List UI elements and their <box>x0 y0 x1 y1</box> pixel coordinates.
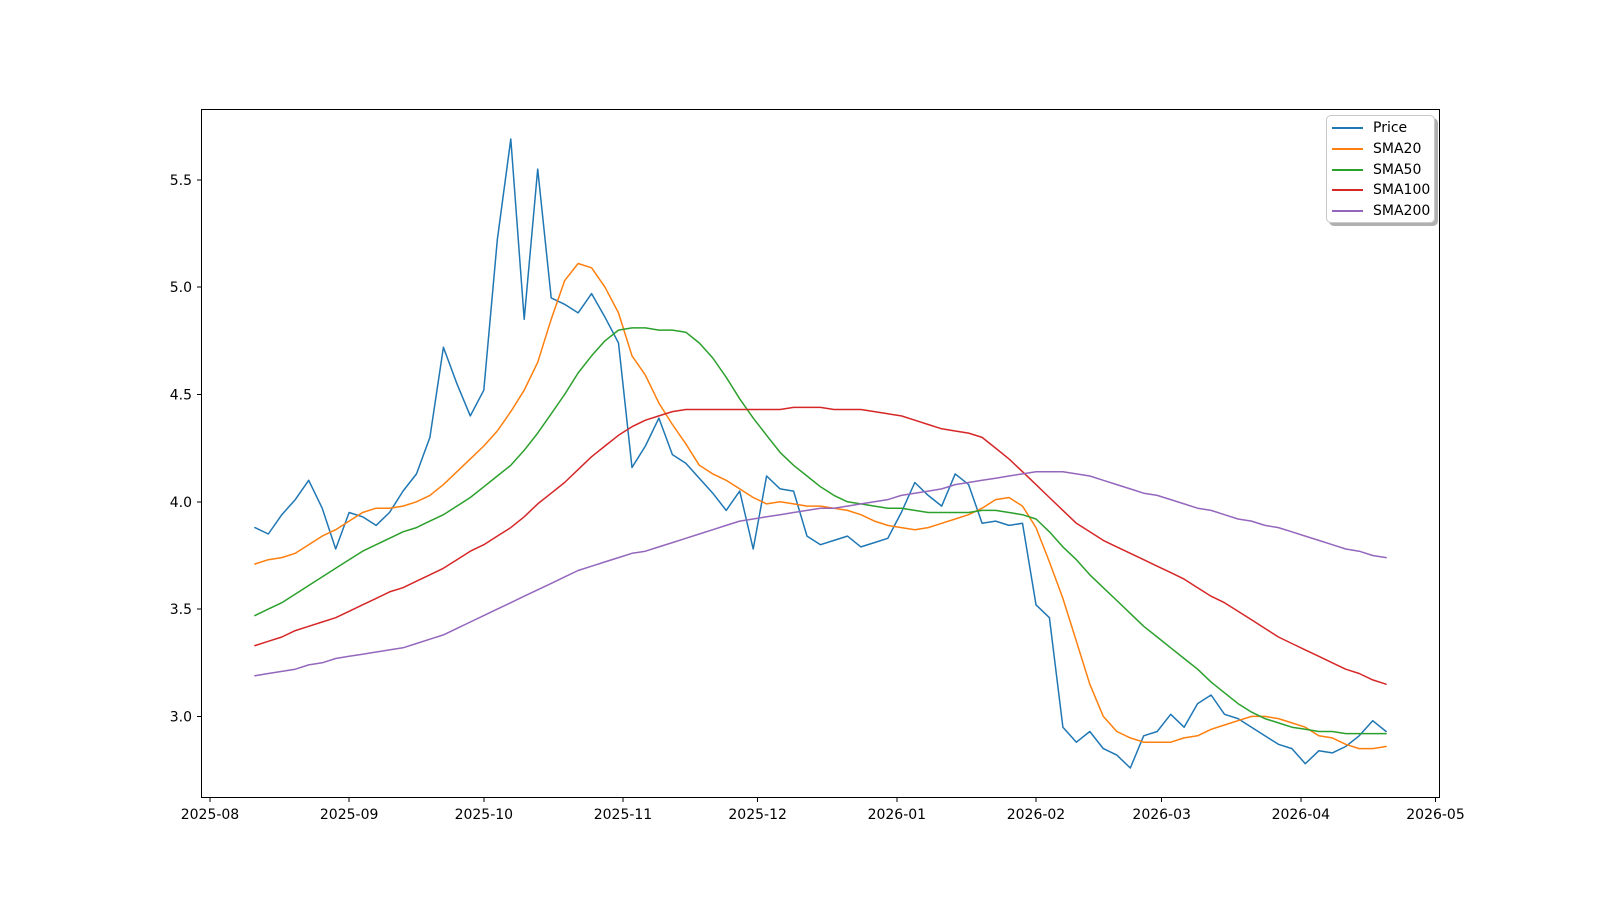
legend-label-sma200: SMA200 <box>1373 203 1431 220</box>
legend-item-sma200: SMA200 <box>1332 201 1434 222</box>
legend-label-sma20: SMA20 <box>1373 141 1422 158</box>
plot-lines <box>254 138 1387 769</box>
sma100-line <box>254 406 1387 685</box>
legend-label-sma100: SMA100 <box>1373 182 1431 199</box>
axes-frame <box>201 109 1440 798</box>
sma20-line-sample <box>1332 148 1363 151</box>
x-tick-label: 2025-08 <box>181 807 240 823</box>
sma200-line-sample <box>1332 210 1363 213</box>
sma200-line <box>254 470 1387 677</box>
sma100-line-sample <box>1332 189 1363 192</box>
x-tick-label: 2026-02 <box>1007 807 1066 823</box>
x-tick-label: 2025-12 <box>728 807 787 823</box>
legend-label-sma50: SMA50 <box>1373 161 1422 178</box>
sma50-line-sample <box>1332 168 1363 171</box>
x-tick-label: 2025-11 <box>594 807 653 823</box>
y-axis: 3.0 3.5 4.0 4.5 5.0 5.5 <box>170 173 201 725</box>
legend-item-sma50: SMA50 <box>1332 159 1434 180</box>
y-tick-label: 4.5 <box>170 387 192 403</box>
y-tick-label: 3.5 <box>170 602 192 618</box>
y-tick-label: 5.0 <box>170 280 192 296</box>
legend: Price SMA20 SMA50 SMA100 SMA200 <box>1326 115 1435 223</box>
x-tick-label: 2026-03 <box>1132 807 1191 823</box>
y-tick-label: 5.5 <box>170 173 192 189</box>
x-tick-label: 2026-04 <box>1272 807 1331 823</box>
x-tick-label: 2025-09 <box>320 807 379 823</box>
price-line-sample <box>1332 127 1363 130</box>
x-tick-label: 2026-01 <box>868 807 927 823</box>
legend-item-price: Price <box>1332 118 1434 139</box>
sma50-line <box>254 327 1387 735</box>
legend-label-price: Price <box>1373 120 1408 137</box>
y-tick-label: 3.0 <box>170 709 192 725</box>
x-axis: 2025-08 2025-09 2025-10 2025-11 2025-12 2026-… <box>181 798 1465 823</box>
legend-item-sma100: SMA100 <box>1332 180 1434 201</box>
x-tick-label: 2025-10 <box>455 807 514 823</box>
legend-item-sma20: SMA20 <box>1332 139 1434 160</box>
legend-box: Price SMA20 SMA50 SMA100 SMA200 <box>1326 115 1435 223</box>
price-line <box>254 138 1387 769</box>
x-tick-label: 2026-05 <box>1406 807 1465 823</box>
y-tick-label: 4.0 <box>170 495 192 511</box>
sma20-line <box>254 262 1387 750</box>
